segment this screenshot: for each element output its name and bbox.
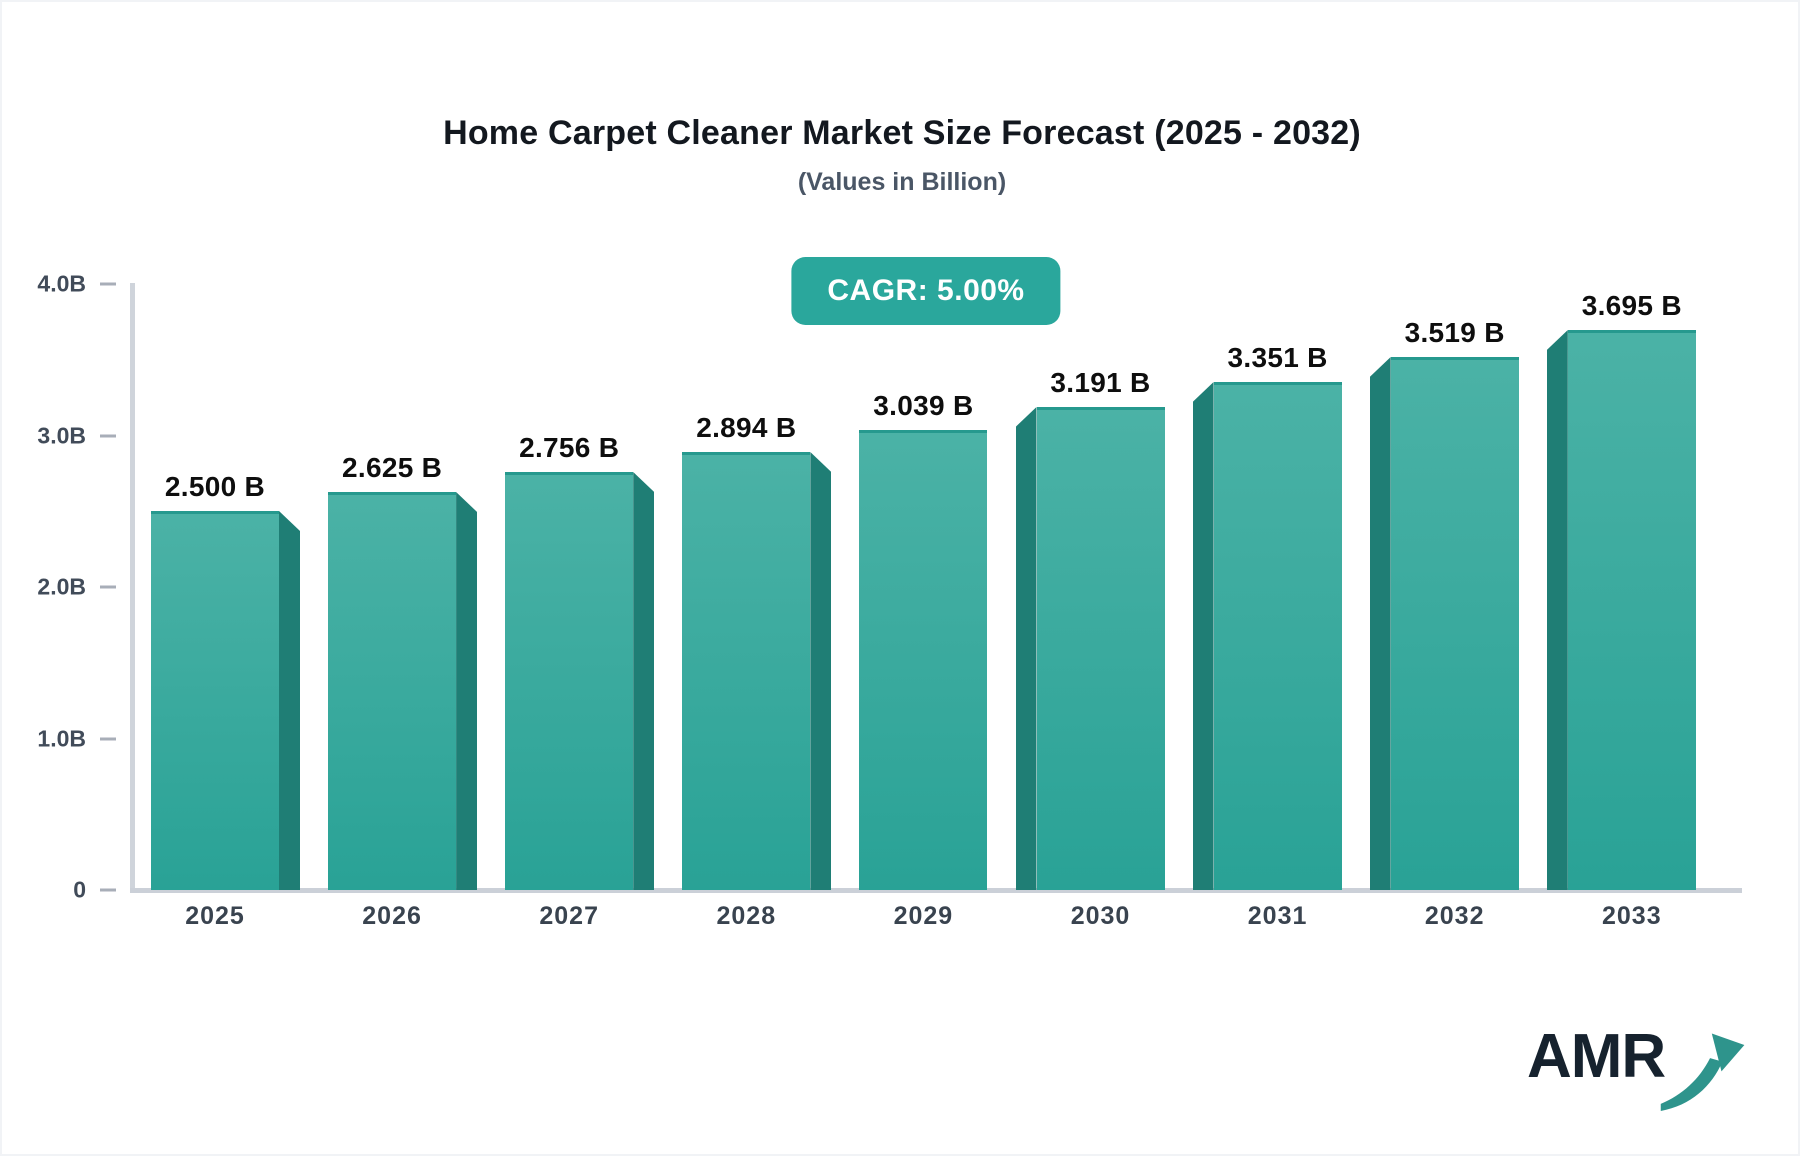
- y-tick-mark: [100, 888, 116, 892]
- x-tick-label: 2026: [362, 902, 422, 930]
- cagr-badge: CAGR: 5.00%: [791, 257, 1061, 325]
- bar-2027: [505, 472, 634, 890]
- brand-logo: AMR: [1527, 1026, 1751, 1118]
- y-tick-label: 0: [73, 876, 86, 903]
- bar-value-label: 3.519 B: [1404, 317, 1505, 348]
- bar-value-label: 3.191 B: [1050, 367, 1151, 398]
- bar-value-label: 2.756 B: [519, 432, 620, 463]
- bar-2028: [682, 452, 811, 890]
- x-tick-label: 2033: [1601, 902, 1662, 930]
- brand-logo-text: AMR: [1527, 1022, 1666, 1091]
- y-tick-label: 1.0B: [37, 725, 86, 751]
- bar-2026: [328, 492, 457, 890]
- bar-side-face: [1192, 382, 1214, 890]
- bar-2032: [1390, 357, 1519, 890]
- x-tick-label: 2030: [1070, 902, 1131, 930]
- x-tick-label: 2032: [1424, 902, 1485, 930]
- bar-side-face: [633, 472, 655, 890]
- y-tick-mark: [100, 434, 116, 437]
- y-tick-label: 3.0B: [37, 422, 86, 448]
- x-tick-label: 2029: [893, 902, 954, 930]
- x-tick-label: 2028: [716, 902, 777, 930]
- y-tick-mark: [100, 737, 116, 740]
- x-tick-label: 2031: [1247, 902, 1308, 930]
- chart-subtitle: (Values in Billion): [797, 168, 1007, 196]
- bar-value-label: 3.695 B: [1581, 290, 1682, 321]
- y-tick-label: 4.0B: [37, 270, 86, 297]
- growth-arrow-icon: [1660, 1033, 1745, 1111]
- bar-value-label: 2.625 B: [342, 452, 443, 483]
- bar-side-face: [1015, 407, 1037, 890]
- y-tick-mark: [100, 282, 116, 286]
- bar-2030: [1036, 407, 1165, 890]
- y-tick-label: 2.0B: [37, 573, 86, 600]
- bar-side-face: [456, 492, 478, 890]
- bar-2025: [151, 511, 279, 890]
- bar-value-label: 3.351 B: [1227, 342, 1328, 373]
- bar-value-label: 2.500 B: [164, 471, 266, 502]
- bar-2029: [859, 430, 988, 890]
- x-tick-label: 2025: [185, 902, 245, 930]
- bar-side-face: [810, 452, 832, 890]
- chart-title: Home Carpet Cleaner Market Size Forecast…: [443, 114, 1361, 152]
- bar-value-label: 2.894 B: [696, 412, 797, 443]
- bar-2033: [1567, 330, 1696, 890]
- bar-side-face: [1546, 330, 1568, 890]
- x-axis-baseline: [130, 888, 1742, 893]
- bar-value-label: 3.039 B: [873, 390, 974, 421]
- x-tick-label: 2027: [539, 902, 599, 930]
- y-tick-mark: [100, 585, 116, 589]
- bar-side-face: [1369, 357, 1391, 890]
- bar-2031: [1213, 382, 1342, 890]
- bar-side-face: [279, 511, 300, 890]
- y-axis-line: [130, 283, 135, 890]
